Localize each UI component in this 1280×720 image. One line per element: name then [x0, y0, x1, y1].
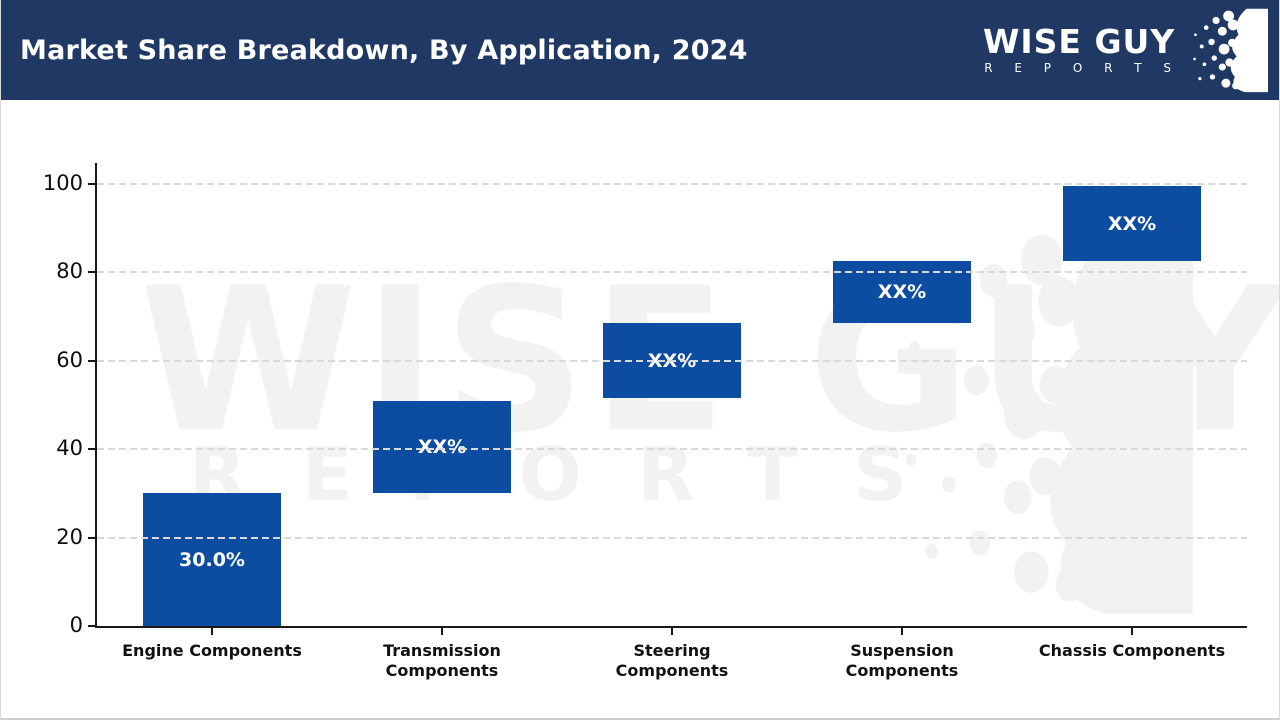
- category-label: Chassis Components: [1038, 641, 1226, 660]
- x-axis-tick: [671, 627, 673, 635]
- gridline-80: [97, 271, 1247, 274]
- y-axis-tick: [88, 359, 96, 362]
- bar-value-label: XX%: [1107, 212, 1157, 235]
- page-title: Market Share Breakdown, By Application, …: [20, 34, 748, 66]
- wise-guy-face-icon: [1193, 8, 1268, 93]
- bar-transmission-components: XX%: [373, 400, 511, 494]
- y-axis-tick: [88, 625, 96, 627]
- y-axis-tick: [88, 183, 96, 185]
- x-axis-tick: [901, 627, 903, 635]
- x-axis-tick: [441, 627, 443, 635]
- gridline-60: [97, 359, 1247, 362]
- y-axis-tick: [88, 448, 96, 451]
- y-tick-label: 20: [56, 524, 83, 549]
- y-axis-tick: [88, 536, 96, 539]
- y-tick-label: 80: [56, 259, 83, 284]
- bar-value-label: XX%: [417, 435, 467, 458]
- logo-name: WISE GUY: [982, 22, 1176, 61]
- category-label: Engine Components: [122, 641, 302, 660]
- bar-value-label: 30.0%: [179, 548, 245, 571]
- category-label: Steering Components: [615, 641, 729, 680]
- bar-chassis-components: XX%: [1063, 186, 1201, 262]
- watermark-face-icon: [905, 226, 1193, 614]
- y-tick-label: 100: [42, 171, 83, 195]
- gridline-100: [97, 183, 1247, 185]
- bar-value-label: XX%: [877, 281, 927, 304]
- category-label: Suspension Components: [845, 641, 959, 680]
- x-axis-tick: [1131, 627, 1133, 635]
- logo-tagline: R E P O R T S: [984, 61, 1180, 75]
- bar-engine-components: 30.0%: [143, 493, 281, 626]
- x-axis-line: [95, 626, 1247, 628]
- y-axis-tick: [88, 271, 96, 274]
- category-label: Transmission Components: [383, 641, 501, 680]
- y-tick-label: 0: [69, 613, 83, 637]
- y-axis-line: [95, 163, 97, 628]
- gridline-40: [97, 448, 1247, 451]
- x-axis-tick: [211, 627, 213, 635]
- y-tick-label: 40: [56, 436, 83, 461]
- gridline-20: [97, 536, 1247, 539]
- wise-guy-logo: WISE GUY R E P O R T S: [978, 7, 1268, 93]
- y-tick-label: 60: [56, 347, 83, 372]
- watermark-reports: REPORTS: [189, 432, 964, 518]
- header-bar: Market Share Breakdown, By Application, …: [1, 0, 1279, 100]
